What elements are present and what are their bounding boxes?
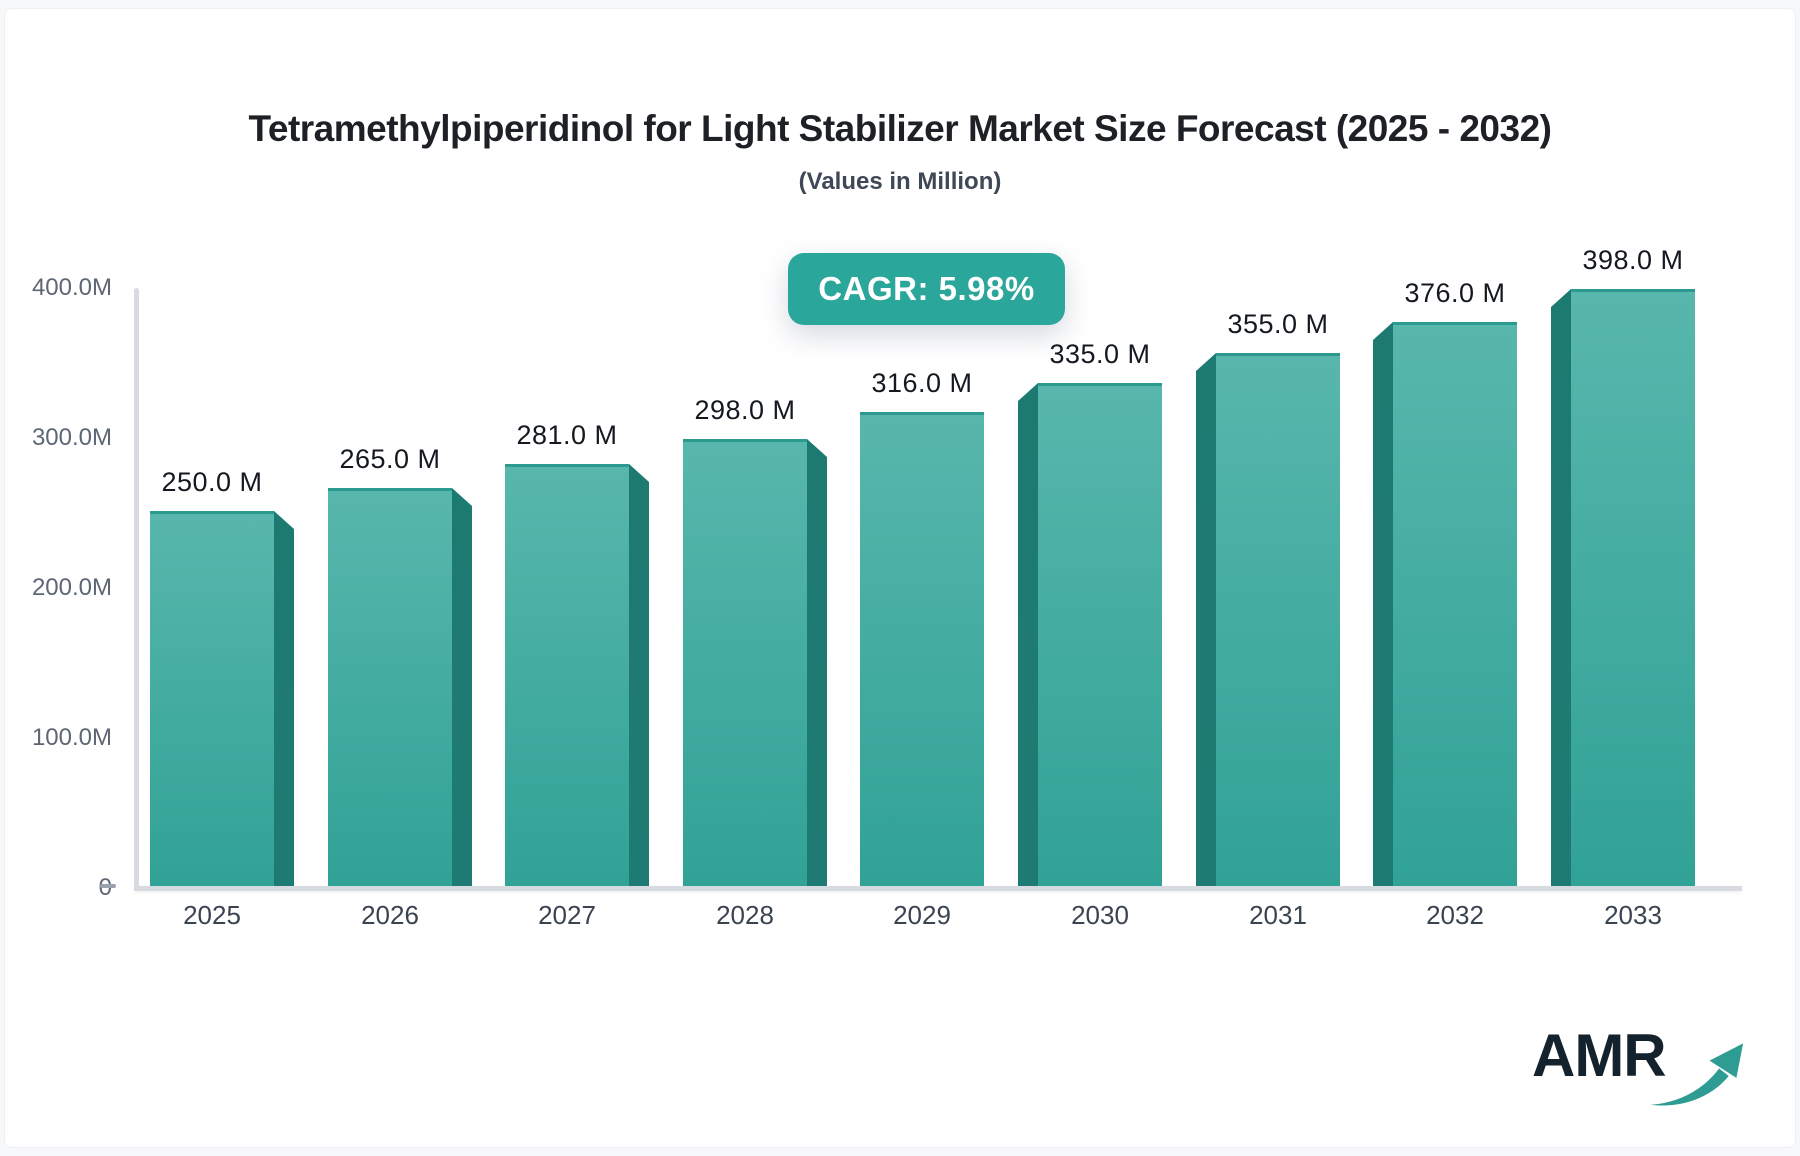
y-axis-line [134, 288, 139, 891]
x-axis-label-2029: 2029 [893, 900, 951, 930]
bar-2029[interactable] [860, 412, 984, 886]
x-axis-label-2030: 2030 [1071, 900, 1129, 930]
bar-side-2032 [1373, 322, 1393, 886]
x-axis-label-2028: 2028 [716, 900, 774, 930]
x-axis-line [134, 886, 1742, 891]
bar-value-2029: 316.0 M [871, 368, 973, 398]
bar-side-2028 [807, 439, 827, 886]
amr-logo: AMR [1532, 1026, 1746, 1112]
growth-arrow-icon [1649, 1043, 1743, 1106]
bar-value-2025: 250.0 M [161, 467, 263, 497]
y-axis-label-100.0M: 100.0M [31, 724, 112, 751]
chart-title: Tetramethylpiperidinol for Light Stabili… [248, 108, 1552, 149]
bar-side-2027 [629, 464, 649, 886]
bar-side-2030 [1018, 383, 1038, 886]
chart-subtitle: (Values in Million) [798, 168, 1002, 195]
bar-2027[interactable] [505, 464, 629, 886]
cagr-badge: CAGR: 5.98% [788, 253, 1065, 325]
bar-side-2031 [1196, 353, 1216, 886]
bar-2030[interactable] [1038, 383, 1162, 886]
x-axis-label-2032: 2032 [1426, 900, 1484, 930]
x-axis-label-2027: 2027 [538, 900, 596, 930]
bar-value-2026: 265.0 M [339, 444, 441, 474]
y-axis-tick-zero [100, 884, 116, 888]
bar-value-2030: 335.0 M [1049, 339, 1151, 369]
bar-value-2032: 376.0 M [1404, 278, 1506, 308]
x-axis-label-2025: 2025 [183, 900, 241, 930]
amr-logo-text: AMR [1532, 1022, 1667, 1089]
y-axis-label-200.0M: 200.0M [31, 574, 112, 601]
bar-value-2028: 298.0 M [694, 395, 796, 425]
bar-side-2033 [1551, 289, 1571, 886]
bar-side-2026 [452, 488, 472, 886]
cagr-badge-label: CAGR: 5.98% [818, 270, 1035, 307]
y-axis-label-300.0M: 300.0M [31, 424, 112, 451]
x-axis-label-2031: 2031 [1249, 900, 1307, 930]
bar-2031[interactable] [1216, 353, 1340, 886]
bar-value-2027: 281.0 M [516, 420, 618, 450]
bar-value-2031: 355.0 M [1227, 309, 1329, 339]
bar-value-2033: 398.0 M [1582, 245, 1684, 275]
x-axis-label-2033: 2033 [1604, 900, 1662, 930]
bar-2026[interactable] [328, 488, 452, 886]
bar-side-2025 [274, 511, 294, 886]
x-axis-label-2026: 2026 [361, 900, 419, 930]
bar-2033[interactable] [1571, 289, 1695, 886]
bar-2025[interactable] [150, 511, 274, 886]
bar-2032[interactable] [1393, 322, 1517, 886]
bar-2028[interactable] [683, 439, 807, 886]
y-axis-label-400.0M: 400.0M [31, 274, 112, 301]
y-axis-label-0: 0 [0, 873, 112, 903]
